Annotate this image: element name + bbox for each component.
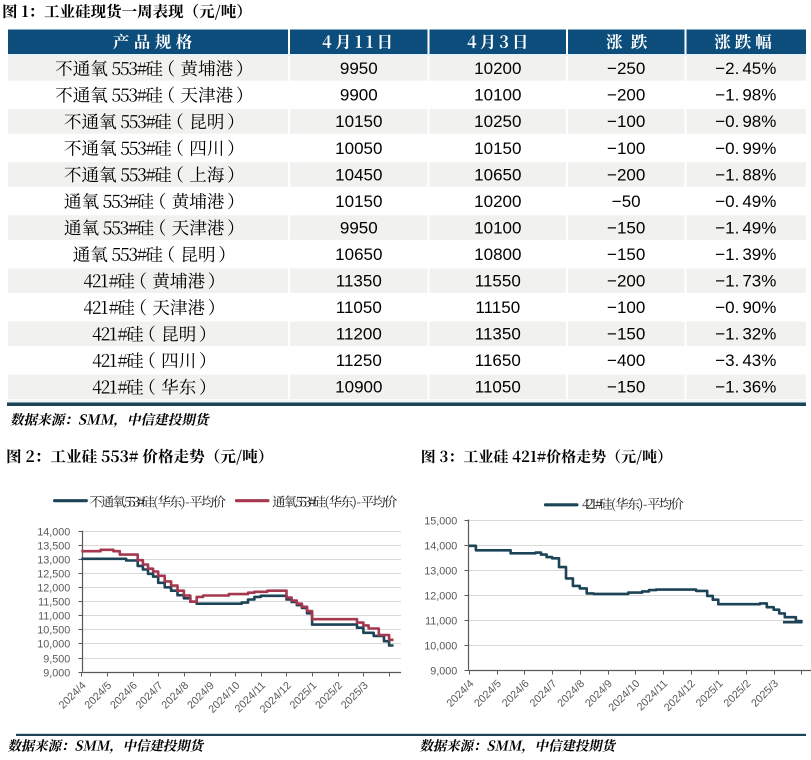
- svg-text:−150: −150: [607, 245, 645, 264]
- svg-text:10150: 10150: [335, 112, 382, 131]
- svg-text:−100: −100: [607, 112, 645, 131]
- svg-text:10150: 10150: [335, 192, 382, 211]
- svg-text:9950: 9950: [340, 218, 378, 237]
- svg-text:−1.88%: −1. 88%: [715, 165, 776, 184]
- svg-text:−150: −150: [607, 325, 645, 344]
- svg-text:11050: 11050: [336, 298, 382, 317]
- svg-text:−0.49%: −0. 49%: [715, 192, 776, 211]
- svg-text:2024/5: 2024/5: [82, 680, 114, 712]
- svg-text:2025/1: 2025/1: [288, 680, 320, 712]
- svg-text:−200: −200: [607, 86, 645, 105]
- svg-text:10650: 10650: [335, 245, 382, 264]
- svg-text:10,000: 10,000: [424, 640, 457, 652]
- svg-text:2025/3: 2025/3: [339, 680, 371, 712]
- svg-text:−0.99%: −0. 99%: [715, 139, 776, 158]
- svg-text:−100: −100: [607, 139, 645, 158]
- svg-text:2024/8: 2024/8: [555, 678, 587, 710]
- svg-text:−100: −100: [607, 298, 645, 317]
- svg-text:2024/6: 2024/6: [108, 680, 140, 712]
- svg-text:9950: 9950: [340, 59, 378, 78]
- svg-text:10100: 10100: [474, 218, 521, 237]
- svg-text:12,000: 12,000: [424, 590, 457, 602]
- svg-text:11,000: 11,000: [38, 610, 70, 622]
- svg-text:10900: 10900: [335, 378, 382, 397]
- svg-text:2024/6: 2024/6: [500, 678, 532, 710]
- svg-text:11250: 11250: [336, 351, 382, 370]
- svg-text:10050: 10050: [335, 139, 382, 158]
- svg-text:9,000: 9,000: [430, 665, 457, 677]
- svg-text:11350: 11350: [336, 272, 382, 291]
- svg-text:−3.43%: −3. 43%: [715, 351, 776, 370]
- svg-text:10200: 10200: [474, 192, 521, 211]
- svg-text:2024/4: 2024/4: [444, 678, 476, 710]
- svg-text:−50: −50: [612, 192, 641, 211]
- svg-text:11050: 11050: [475, 378, 521, 397]
- svg-text:10,000: 10,000: [37, 638, 70, 650]
- svg-text:−150: −150: [607, 378, 645, 397]
- svg-text:10200: 10200: [474, 59, 521, 78]
- svg-text:14,000: 14,000: [424, 540, 457, 552]
- svg-text:10,500: 10,500: [37, 624, 70, 636]
- svg-text:11350: 11350: [475, 325, 521, 344]
- svg-text:2024/8: 2024/8: [159, 680, 191, 712]
- svg-text:12,000: 12,000: [37, 582, 70, 594]
- svg-text:10450: 10450: [335, 165, 382, 184]
- svg-text:2025/2: 2025/2: [313, 680, 345, 712]
- svg-text:2024/12: 2024/12: [662, 678, 698, 714]
- svg-text:−250: −250: [607, 59, 645, 78]
- svg-text:10250: 10250: [474, 112, 521, 131]
- svg-text:2024/7: 2024/7: [134, 680, 166, 712]
- svg-text:−200: −200: [607, 165, 645, 184]
- svg-text:10100: 10100: [474, 86, 521, 105]
- svg-text:15,000: 15,000: [424, 515, 457, 527]
- svg-text:2025/3: 2025/3: [749, 678, 781, 710]
- svg-text:11,000: 11,000: [425, 615, 457, 627]
- svg-text:−150: −150: [607, 218, 645, 237]
- svg-text:2025/1: 2025/1: [694, 678, 726, 710]
- svg-text:11,500: 11,500: [38, 596, 70, 608]
- svg-text:10800: 10800: [474, 245, 521, 264]
- svg-text:9900: 9900: [340, 86, 378, 105]
- svg-text:−1.98%: −1. 98%: [715, 86, 776, 105]
- svg-text:2024/5: 2024/5: [472, 678, 504, 710]
- svg-text:13,500: 13,500: [37, 540, 70, 552]
- svg-text:−2.45%: −2. 45%: [715, 59, 776, 78]
- svg-text:12,500: 12,500: [37, 568, 70, 580]
- svg-text:11650: 11650: [475, 351, 521, 370]
- svg-text:−1.49%: −1. 49%: [715, 218, 776, 237]
- svg-text:9,000: 9,000: [43, 667, 70, 679]
- svg-text:2024/4: 2024/4: [57, 680, 89, 712]
- svg-text:11550: 11550: [475, 272, 521, 291]
- svg-text:−400: −400: [607, 351, 645, 370]
- svg-text:11200: 11200: [336, 325, 382, 344]
- svg-text:2024/7: 2024/7: [528, 678, 560, 710]
- svg-text:−1.36%: −1. 36%: [715, 378, 776, 397]
- svg-text:2025/2: 2025/2: [721, 678, 753, 710]
- svg-text:9,500: 9,500: [43, 653, 70, 665]
- svg-text:−1.39%: −1. 39%: [715, 245, 776, 264]
- svg-text:14,000: 14,000: [37, 526, 70, 538]
- svg-text:13,000: 13,000: [37, 554, 70, 566]
- svg-text:−200: −200: [607, 272, 645, 291]
- svg-text:−0.98%: −0. 98%: [715, 112, 776, 131]
- svg-text:−1.32%: −1. 32%: [715, 325, 776, 344]
- svg-text:10150: 10150: [474, 139, 521, 158]
- svg-text:13,000: 13,000: [424, 565, 457, 577]
- svg-text:−0.90%: −0. 90%: [715, 298, 776, 317]
- svg-text:11150: 11150: [475, 298, 520, 317]
- svg-text:−1.73%: −1. 73%: [715, 272, 776, 291]
- svg-text:10650: 10650: [474, 165, 521, 184]
